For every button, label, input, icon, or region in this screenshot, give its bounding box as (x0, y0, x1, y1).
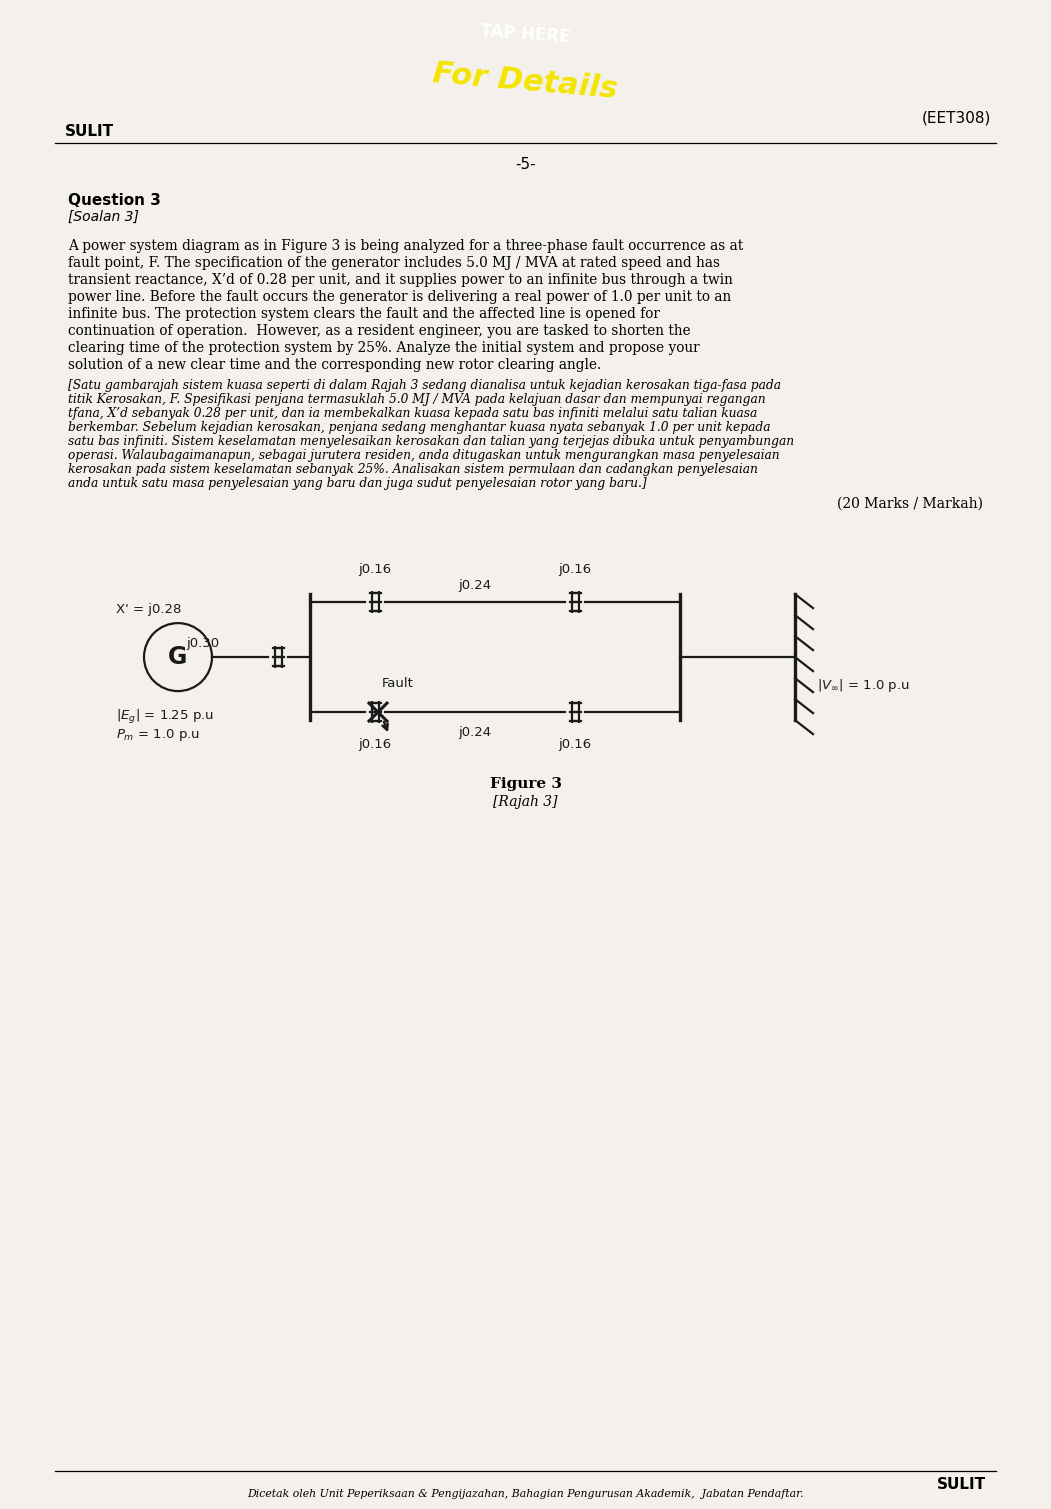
Text: j0.24: j0.24 (458, 726, 492, 739)
Text: j0.16: j0.16 (358, 738, 392, 751)
Text: -5-: -5- (515, 157, 536, 172)
Text: titik Kerosakan, F. Spesifikasi penjana termasuklah 5.0 MJ / MVA pada kelajuan d: titik Kerosakan, F. Spesifikasi penjana … (68, 394, 765, 406)
Text: SULIT: SULIT (936, 1477, 986, 1492)
Text: fault point, F. The specification of the generator includes 5.0 MJ / MVA at rate: fault point, F. The specification of the… (68, 257, 720, 270)
Text: Figure 3: Figure 3 (490, 777, 561, 791)
Text: [Rajah 3]: [Rajah 3] (493, 795, 558, 809)
Text: SULIT: SULIT (65, 124, 115, 139)
Text: G: G (168, 646, 188, 668)
Text: [Soalan 3]: [Soalan 3] (68, 210, 139, 225)
Text: kerosakan pada sistem keselamatan sebanyak 25%. Analisakan sistem permulaan dan : kerosakan pada sistem keselamatan sebany… (68, 463, 758, 477)
Text: infinite bus. The protection system clears the fault and the affected line is op: infinite bus. The protection system clea… (68, 308, 660, 321)
Text: solution of a new clear time and the corresponding new rotor clearing angle.: solution of a new clear time and the cor… (68, 358, 601, 373)
Text: TAP HERE: TAP HERE (480, 21, 571, 47)
Text: [Satu gambarajah sistem kuasa seperti di dalam Rajah 3 sedang dianalisa untuk ke: [Satu gambarajah sistem kuasa seperti di… (68, 379, 781, 392)
Text: j0.16: j0.16 (358, 563, 392, 576)
Text: A power system diagram as in Figure 3 is being analyzed for a three-phase fault : A power system diagram as in Figure 3 is… (68, 238, 743, 254)
Text: $P_m$ = 1.0 p.u: $P_m$ = 1.0 p.u (116, 727, 200, 742)
Text: anda untuk satu masa penyelesaian yang baru dan juga sudut penyelesaian rotor ya: anda untuk satu masa penyelesaian yang b… (68, 477, 646, 490)
Text: X' = j0.28: X' = j0.28 (116, 602, 182, 616)
Text: Fault: Fault (382, 678, 414, 690)
Text: j0.30: j0.30 (186, 637, 219, 649)
Text: power line. Before the fault occurs the generator is delivering a real power of : power line. Before the fault occurs the … (68, 290, 731, 305)
Text: j0.16: j0.16 (558, 563, 592, 576)
Text: tfana, X’d sebanyak 0.28 per unit, dan ia membekalkan kuasa kepada satu bas infi: tfana, X’d sebanyak 0.28 per unit, dan i… (68, 407, 758, 420)
Text: continuation of operation.  However, as a resident engineer, you are tasked to s: continuation of operation. However, as a… (68, 324, 691, 338)
Text: operasi. Walaubagaimanapun, sebagai jurutera residen, anda ditugaskan untuk meng: operasi. Walaubagaimanapun, sebagai juru… (68, 450, 780, 462)
Text: (EET308): (EET308) (922, 110, 991, 125)
Text: (20 Marks / Markah): (20 Marks / Markah) (837, 496, 983, 512)
Text: $|E_g|$ = 1.25 p.u: $|E_g|$ = 1.25 p.u (116, 708, 214, 726)
Text: j0.16: j0.16 (558, 738, 592, 751)
Text: j0.24: j0.24 (458, 579, 492, 592)
Text: For Details: For Details (432, 59, 619, 104)
Text: satu bas infiniti. Sistem keselamatan menyelesaikan kerosakan dan talian yang te: satu bas infiniti. Sistem keselamatan me… (68, 435, 795, 448)
Text: $|V_\infty|$ = 1.0 p.u: $|V_\infty|$ = 1.0 p.u (817, 676, 910, 694)
Text: transient reactance, X’d of 0.28 per unit, and it supplies power to an infinite : transient reactance, X’d of 0.28 per uni… (68, 273, 733, 287)
Text: Question 3: Question 3 (68, 193, 161, 208)
Text: Dicetak oleh Unit Peperiksaan & Pengijazahan, Bahagian Pengurusan Akademik,  Jab: Dicetak oleh Unit Peperiksaan & Pengijaz… (247, 1489, 804, 1498)
Text: berkembar. Sebelum kejadian kerosakan, penjana sedang menghantar kuasa nyata seb: berkembar. Sebelum kejadian kerosakan, p… (68, 421, 770, 435)
Text: clearing time of the protection system by 25%. Analyze the initial system and pr: clearing time of the protection system b… (68, 341, 700, 355)
